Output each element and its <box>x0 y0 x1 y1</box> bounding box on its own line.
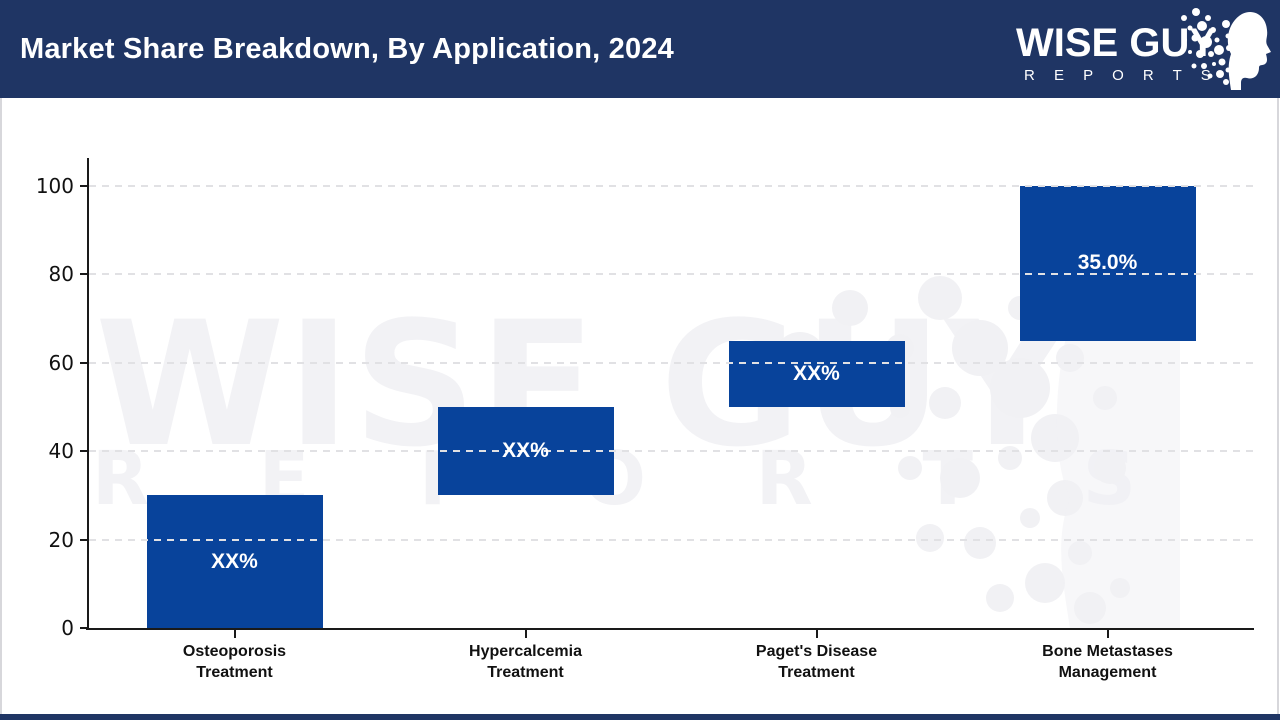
x-tick-3 <box>1106 630 1109 638</box>
x-tick-0 <box>233 630 236 638</box>
x-axis-line <box>86 628 1254 630</box>
left-border <box>0 98 2 714</box>
category-label: Paget's Disease Treatment <box>755 643 878 681</box>
logo-subtitle: R E P O R T S <box>1024 67 1218 84</box>
y-tick-100 <box>80 185 88 187</box>
y-tick-label-0: 0 <box>61 616 74 640</box>
x-tick-1 <box>524 630 527 638</box>
plot-region: 0 20 40 60 80 100 XX% Osteoporosis Treatment XX%… <box>0 98 1280 714</box>
logo-dots-icon <box>1181 8 1236 85</box>
bar-segment <box>146 495 323 628</box>
gridline-20 <box>89 538 1253 541</box>
y-axis-line <box>87 158 89 630</box>
category-label: Bone Metastases Management <box>1042 643 1173 681</box>
right-border <box>1277 98 1279 714</box>
footer-bar <box>0 714 1280 720</box>
gridline-40 <box>89 450 1253 453</box>
bar-value-label: XX% <box>793 361 840 385</box>
chart-area: WISE GUY R E P O R T S 0 20 40 60 80 100 XX% Os… <box>0 98 1280 714</box>
y-tick-0 <box>80 627 88 629</box>
bar-segment <box>728 340 905 407</box>
bar-segment <box>1019 186 1196 341</box>
header-bar: Market Share Breakdown, By Application, … <box>0 0 1280 98</box>
y-tick-label-40: 40 <box>48 439 74 464</box>
bar-value-label: XX% <box>211 549 258 573</box>
y-tick-label-60: 60 <box>48 350 74 375</box>
category-label: Osteoporosis Treatment <box>182 643 287 681</box>
page-title: Market Share Breakdown, By Application, … <box>20 32 674 65</box>
gridline-80 <box>89 273 1253 276</box>
y-tick-label-80: 80 <box>48 262 74 287</box>
gridline-100 <box>89 185 1253 187</box>
wise-guy-reports-logo: WISE GUY R E P O R T S <box>1016 8 1271 91</box>
x-tick-2 <box>815 630 818 638</box>
y-tick-40 <box>80 450 88 453</box>
y-tick-80 <box>80 273 88 276</box>
category-label: Hypercalcemia Treatment <box>469 643 582 681</box>
logo-face-icon <box>1227 11 1271 91</box>
bar-value-label: 35.0% <box>1077 251 1138 275</box>
y-tick-label-100: 100 <box>35 174 74 198</box>
y-tick-60 <box>80 361 88 364</box>
logo-wordmark: WISE GUY <box>1016 21 1216 65</box>
gridline-60 <box>89 361 1253 364</box>
y-tick-20 <box>80 538 88 541</box>
y-tick-label-20: 20 <box>48 527 74 552</box>
bar-value-label: XX% <box>502 439 549 463</box>
